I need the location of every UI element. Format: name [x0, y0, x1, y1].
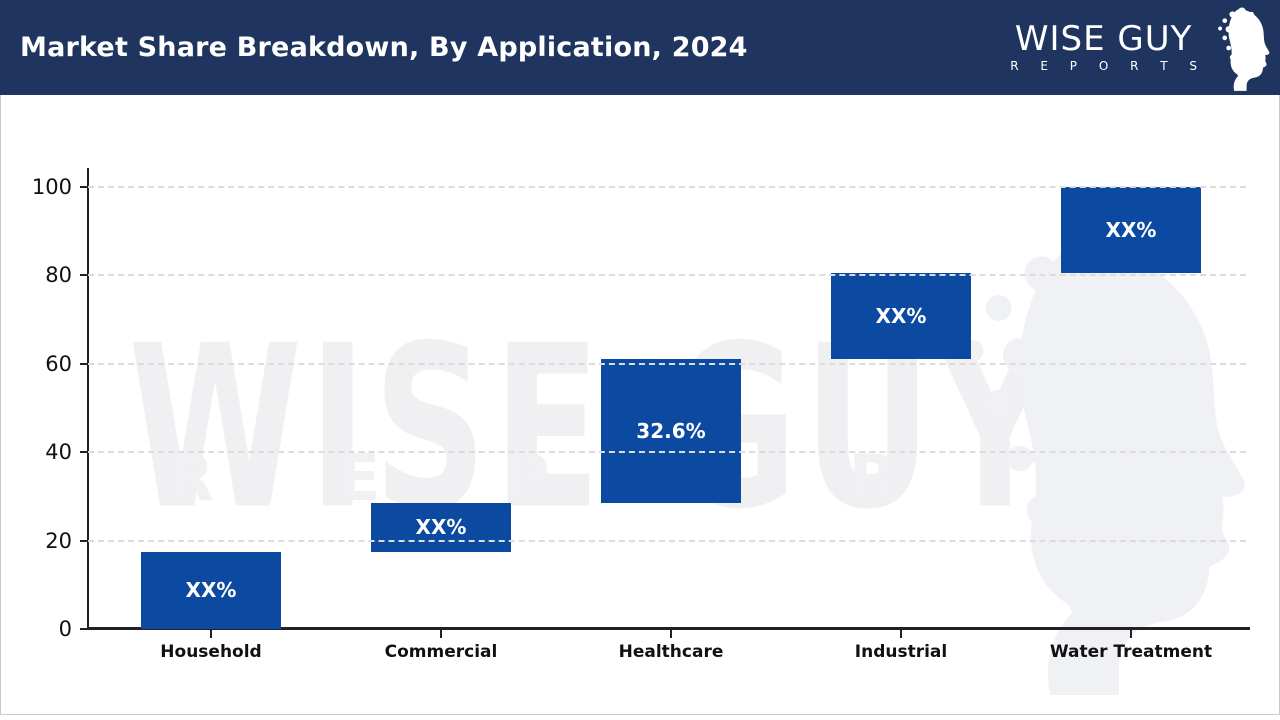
bar-value-label: 32.6%	[636, 418, 706, 443]
gridline-100	[88, 186, 1246, 188]
page-title: Market Share Breakdown, By Application, …	[20, 32, 748, 63]
bar-household: XX%	[141, 551, 281, 629]
logo-subtext: R E P O R T S	[1010, 59, 1206, 74]
x-axis-line	[87, 627, 1250, 630]
y-tick-label: 80	[45, 263, 72, 288]
x-category-label: Household	[160, 642, 262, 662]
bar-value-label: XX%	[1105, 218, 1157, 243]
x-tick-mark	[1130, 629, 1132, 638]
logo-text: WISE GUY R E P O R T S	[1001, 18, 1206, 74]
x-category-label: Commercial	[384, 642, 498, 662]
x-tick-mark	[210, 629, 212, 638]
logo-head-icon	[1218, 6, 1270, 91]
y-tick-label: 60	[45, 351, 72, 376]
gridline-20	[88, 539, 1246, 542]
y-tick-mark	[80, 628, 88, 630]
y-tick-label: 40	[45, 440, 72, 465]
bar-commercial: XX%	[371, 503, 511, 552]
bar-value-label: XX%	[185, 578, 237, 603]
bar-industrial: XX%	[831, 273, 971, 359]
gridline-60	[88, 362, 1246, 365]
x-category-label: Water Treatment	[1049, 642, 1213, 662]
y-tick-mark	[80, 451, 88, 454]
x-tick-mark	[900, 629, 902, 638]
y-tick-mark	[80, 274, 88, 277]
x-tick-mark	[670, 629, 672, 638]
x-category-label: Healthcare	[618, 642, 724, 662]
y-tick-label: 100	[31, 175, 72, 199]
y-tick-mark	[80, 186, 88, 188]
y-axis-line	[87, 168, 89, 629]
bar-healthcare: 32.6%	[601, 358, 741, 504]
bar-value-label: XX%	[875, 304, 927, 329]
header-bar: Market Share Breakdown, By Application, …	[0, 0, 1280, 95]
logo-wordmark: WISE GUY	[1014, 18, 1193, 59]
y-tick-mark	[80, 362, 88, 365]
y-tick-mark	[80, 539, 88, 542]
wiseguy-logo: WISE GUY R E P O R T S	[1001, 5, 1270, 91]
x-category-label: Industrial	[854, 642, 948, 662]
y-tick-label: 0	[58, 617, 72, 641]
y-tick-label: 20	[45, 528, 72, 553]
bar-value-label: XX%	[415, 515, 467, 540]
gridline-80	[88, 274, 1246, 277]
gridline-40	[88, 451, 1246, 454]
bar-water-treatment: XX%	[1061, 187, 1201, 274]
x-tick-mark	[440, 629, 442, 638]
